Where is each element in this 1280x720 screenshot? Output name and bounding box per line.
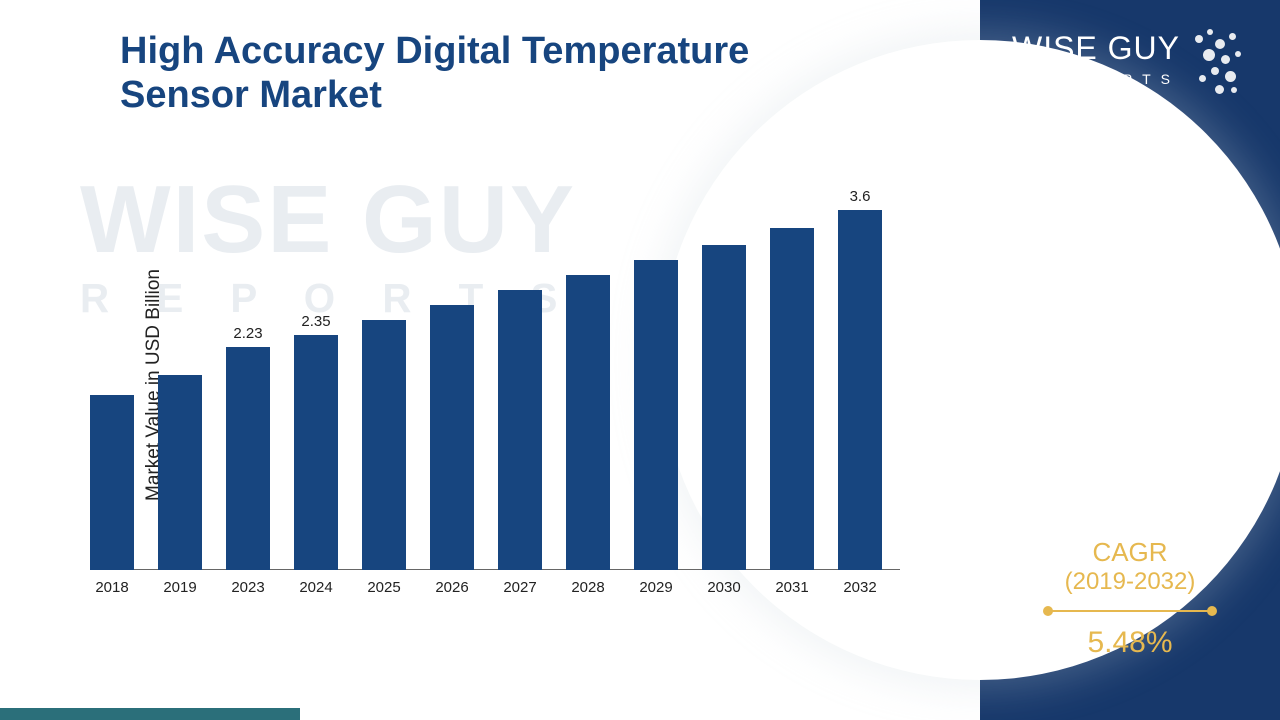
bar-x-label: 2029 <box>634 579 678 596</box>
cagr-value: 5.48% <box>1020 626 1240 660</box>
bar-chart: Market Value in USD Billion 201820192.23… <box>80 170 900 600</box>
bar-column: 2019 <box>158 375 202 570</box>
bar-column: 2025 <box>362 320 406 570</box>
bar-column: 2030 <box>702 245 746 570</box>
infographic-canvas: { "title": { "text": "High Accuracy Digi… <box>0 0 1280 720</box>
bottom-accent-strip <box>0 708 300 720</box>
bar-x-label: 2032 <box>838 579 882 596</box>
bar <box>430 305 474 570</box>
bar-column: 2.352024 <box>294 335 338 570</box>
cagr-block: CAGR (2019-2032) 5.48% <box>1020 537 1240 660</box>
bar-column: 2031 <box>770 228 814 570</box>
bar-x-label: 2024 <box>294 579 338 596</box>
bar-x-label: 2028 <box>566 579 610 596</box>
bar <box>498 290 542 570</box>
bar <box>90 395 134 570</box>
bar-value-label: 3.6 <box>838 188 882 205</box>
bar <box>226 347 270 570</box>
bar-value-label: 2.23 <box>226 325 270 342</box>
bar <box>362 320 406 570</box>
brand-logo: WISE GUY REPORTS <box>1000 30 1250 87</box>
bar <box>566 275 610 570</box>
cagr-title: CAGR <box>1020 537 1240 568</box>
bar <box>294 335 338 570</box>
bar-x-label: 2026 <box>430 579 474 596</box>
bar <box>634 260 678 570</box>
bar <box>702 245 746 570</box>
chart-plot-area: 2018 2019 2.232023 2.352024 2025 2026 2027 2028… <box>90 170 900 570</box>
bar <box>158 375 202 570</box>
bar-x-label: 2027 <box>498 579 542 596</box>
bar-x-label: 2030 <box>702 579 746 596</box>
bar-value-label: 2.35 <box>294 313 338 330</box>
bar-x-label: 2018 <box>90 579 134 596</box>
bar-column: 3.62032 <box>838 210 882 570</box>
logo-main-text: WISE GUY <box>1000 30 1180 67</box>
bar <box>838 210 882 570</box>
logo-head-icon <box>1185 25 1255 115</box>
bar-x-label: 2019 <box>158 579 202 596</box>
cagr-divider <box>1045 610 1215 612</box>
bar-x-label: 2023 <box>226 579 270 596</box>
bar-column: 2027 <box>498 290 542 570</box>
bar <box>770 228 814 570</box>
bar-column: 2018 <box>90 395 134 570</box>
logo-sub-text: REPORTS <box>1000 71 1180 87</box>
bar-column: 2026 <box>430 305 474 570</box>
bar-x-label: 2025 <box>362 579 406 596</box>
bar-column: 2.232023 <box>226 347 270 570</box>
bar-x-label: 2031 <box>770 579 814 596</box>
bar-column: 2028 <box>566 275 610 570</box>
cagr-subtitle: (2019-2032) <box>1020 568 1240 596</box>
bar-column: 2029 <box>634 260 678 570</box>
chart-title: High Accuracy Digital Temperature Sensor… <box>120 30 840 117</box>
